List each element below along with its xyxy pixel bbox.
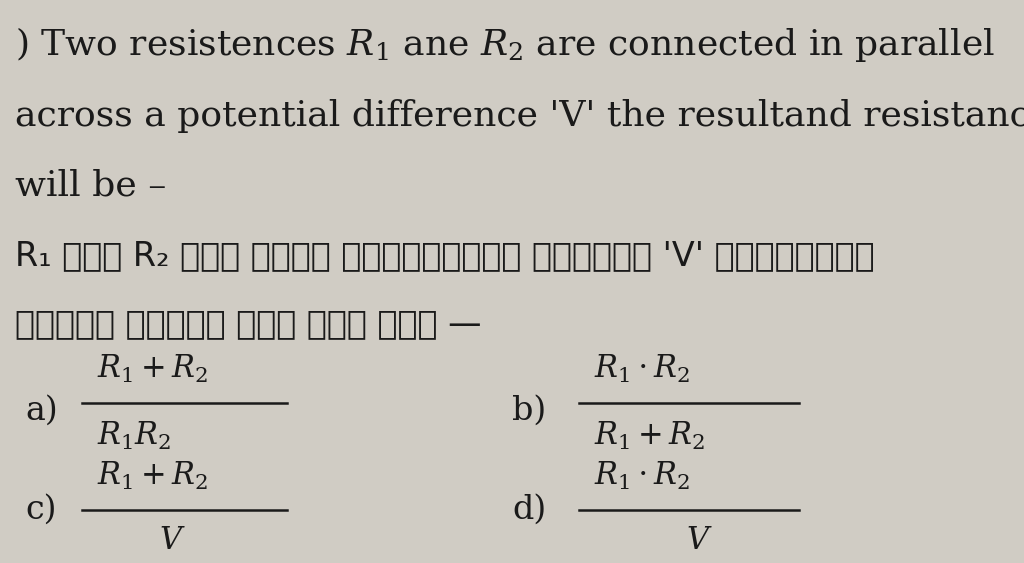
Text: $R_1R_2$: $R_1R_2$	[97, 420, 172, 453]
Text: c): c)	[26, 494, 57, 525]
Text: d): d)	[512, 494, 546, 525]
Text: ) Two resistences $R_1$ ane $R_2$ are connected in parallel: ) Two resistences $R_1$ ane $R_2$ are co…	[15, 25, 995, 64]
Text: a): a)	[26, 395, 58, 427]
Text: b): b)	[512, 395, 546, 427]
Text: $R_1+R_2$: $R_1+R_2$	[97, 352, 209, 385]
Text: $V$: $V$	[159, 525, 185, 556]
Text: will be –: will be –	[15, 169, 167, 203]
Text: across a potential difference 'V' the resultand resistance: across a potential difference 'V' the re…	[15, 99, 1024, 132]
Text: $V$: $V$	[686, 525, 713, 556]
Text: $R_1+R_2$: $R_1+R_2$	[97, 459, 209, 492]
Text: $R_1 \cdot R_2$: $R_1 \cdot R_2$	[594, 459, 690, 492]
Text: সংযোগ কৰিলে মুঠ ৰোধ হৰব —: সংযোগ কৰিলে মুঠ ৰোধ হৰব —	[15, 307, 482, 340]
Text: R₁ আৰু R₂ ৰোধ দুটা সমান্তৰাল সজ্জাত 'V' বিভৰভেদত: R₁ আৰু R₂ ৰোধ দুটা সমান্তৰাল সজ্জাত 'V' …	[15, 239, 874, 272]
Text: $R_1+R_2$: $R_1+R_2$	[594, 420, 706, 453]
Text: $R_1 \cdot R_2$: $R_1 \cdot R_2$	[594, 352, 690, 385]
